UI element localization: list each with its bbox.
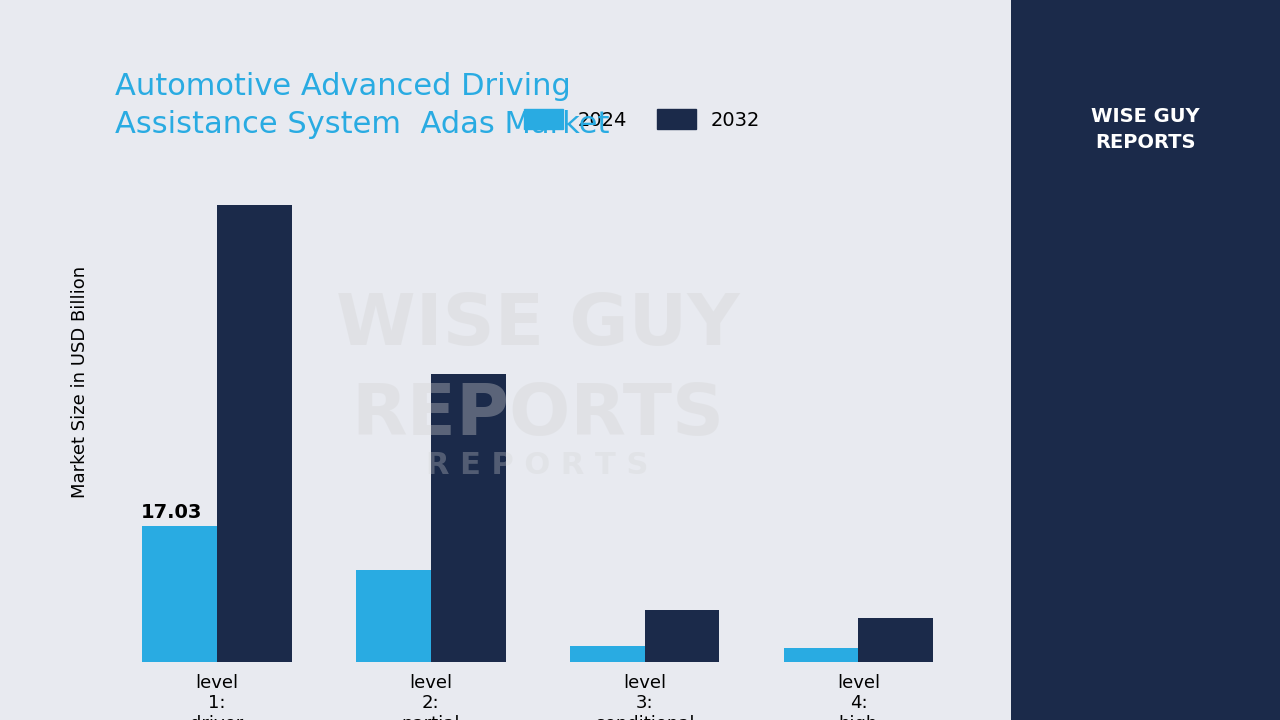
Text: WISE GUY
REPORTS: WISE GUY REPORTS <box>335 291 740 450</box>
Bar <box>783 648 859 662</box>
Text: 17.03: 17.03 <box>141 503 202 522</box>
Y-axis label: Market Size in USD Billion: Market Size in USD Billion <box>70 266 88 498</box>
Bar <box>142 526 216 662</box>
Text: WISE GUY
REPORTS: WISE GUY REPORTS <box>1092 107 1199 153</box>
Bar <box>216 205 292 662</box>
Bar <box>645 611 719 662</box>
Bar <box>859 618 933 662</box>
Bar <box>430 374 506 662</box>
Bar <box>570 647 645 662</box>
Legend: 2024, 2032: 2024, 2032 <box>515 99 771 139</box>
Text: R E P O R T S: R E P O R T S <box>426 451 649 480</box>
Bar <box>356 570 430 662</box>
Text: Automotive Advanced Driving
Assistance System  Adas Market: Automotive Advanced Driving Assistance S… <box>115 72 609 139</box>
